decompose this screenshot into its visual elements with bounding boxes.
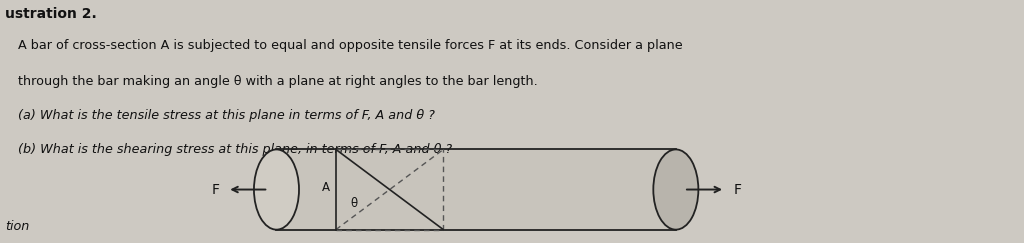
Text: through the bar making an angle θ with a plane at right angles to the bar length: through the bar making an angle θ with a…: [18, 75, 539, 88]
Text: F: F: [733, 182, 741, 197]
Ellipse shape: [254, 149, 299, 230]
Text: ustration 2.: ustration 2.: [5, 7, 97, 21]
Polygon shape: [276, 149, 676, 230]
Text: (b) What is the shearing stress at this plane, in terms of F, A and θ ?: (b) What is the shearing stress at this …: [18, 143, 453, 156]
Ellipse shape: [653, 149, 698, 230]
Text: A: A: [322, 181, 330, 194]
Text: A bar of cross-section A is subjected to equal and opposite tensile forces F at : A bar of cross-section A is subjected to…: [18, 39, 683, 52]
Text: θ: θ: [350, 197, 357, 210]
Text: F: F: [211, 182, 219, 197]
Text: tion: tion: [5, 220, 30, 233]
Text: (a) What is the tensile stress at this plane in terms of F, A and θ ?: (a) What is the tensile stress at this p…: [18, 109, 435, 122]
